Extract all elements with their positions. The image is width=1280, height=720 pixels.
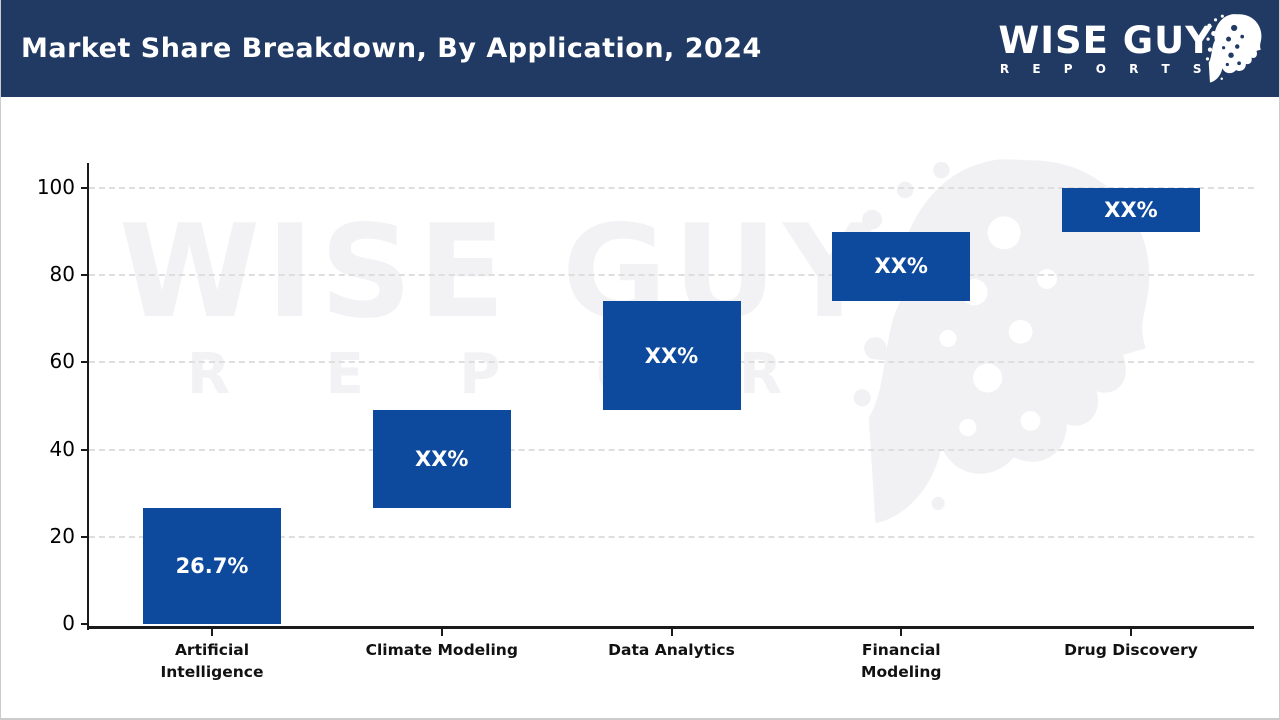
x-tick-mark bbox=[211, 628, 213, 636]
y-tick-label: 40 bbox=[49, 436, 75, 461]
y-tick-mark bbox=[81, 361, 89, 364]
waterfall-bar: XX% bbox=[372, 410, 511, 508]
y-tick-mark bbox=[81, 274, 89, 277]
x-tick-mark bbox=[440, 628, 443, 636]
x-tick-mark bbox=[670, 628, 673, 636]
x-tick-mark bbox=[900, 628, 903, 636]
bar-value-label: XX% bbox=[644, 343, 699, 368]
y-axis bbox=[87, 163, 89, 630]
logo-subtitle: R E P O R T S bbox=[999, 61, 1211, 76]
x-category-label: Artificial Intelligence bbox=[160, 641, 264, 681]
waterfall-bar: XX% bbox=[602, 301, 741, 411]
head-profile-dots-icon bbox=[1205, 13, 1262, 82]
watermark-wordmark: WISE GUY bbox=[119, 198, 882, 347]
waterfall-bar: 26.7% bbox=[143, 507, 281, 624]
header-bar: Market Share Breakdown, By Application, … bbox=[1, 0, 1279, 97]
y-tick-label: 20 bbox=[49, 523, 75, 548]
y-tick-label: 80 bbox=[49, 262, 75, 287]
chart-title: Market Share Breakdown, By Application, … bbox=[21, 33, 762, 64]
x-axis bbox=[87, 626, 1254, 629]
x-tick-mark bbox=[1130, 628, 1132, 636]
y-tick-label: 60 bbox=[49, 349, 75, 374]
logo-wordmark: WISE GUY bbox=[998, 18, 1213, 62]
y-tick-label: 0 bbox=[62, 611, 75, 635]
y-gridline bbox=[89, 274, 1254, 277]
bar-value-label: 26.7% bbox=[175, 553, 249, 578]
x-category-label: Climate Modeling bbox=[365, 641, 518, 659]
y-tick-mark bbox=[81, 535, 89, 538]
bar-value-label: XX% bbox=[415, 446, 469, 471]
x-category-label: Financial Modeling bbox=[861, 641, 942, 681]
plot-area: 0 20 40 60 80 100 26.7% Artificial Intelligence… bbox=[1, 97, 1279, 718]
y-gridline bbox=[89, 448, 1254, 451]
y-gridline bbox=[89, 187, 1254, 189]
wise-guy-reports-logo: WISE GUY R E P O R T S bbox=[998, 11, 1279, 87]
bar-value-label: XX% bbox=[1104, 197, 1158, 222]
bar-value-label: XX% bbox=[874, 254, 928, 279]
y-tick-mark bbox=[81, 187, 89, 189]
y-gridline bbox=[89, 535, 1254, 538]
x-category-label: Drug Discovery bbox=[1064, 641, 1198, 659]
waterfall-bar: XX% bbox=[1062, 188, 1200, 232]
y-tick-mark bbox=[81, 448, 89, 451]
logo-text: WISE GUY R E P O R T S bbox=[998, 22, 1213, 76]
waterfall-bar: XX% bbox=[832, 231, 971, 302]
y-tick-label: 100 bbox=[36, 175, 75, 199]
y-tick-mark bbox=[81, 623, 89, 625]
x-category-label: Data Analytics bbox=[608, 641, 735, 659]
